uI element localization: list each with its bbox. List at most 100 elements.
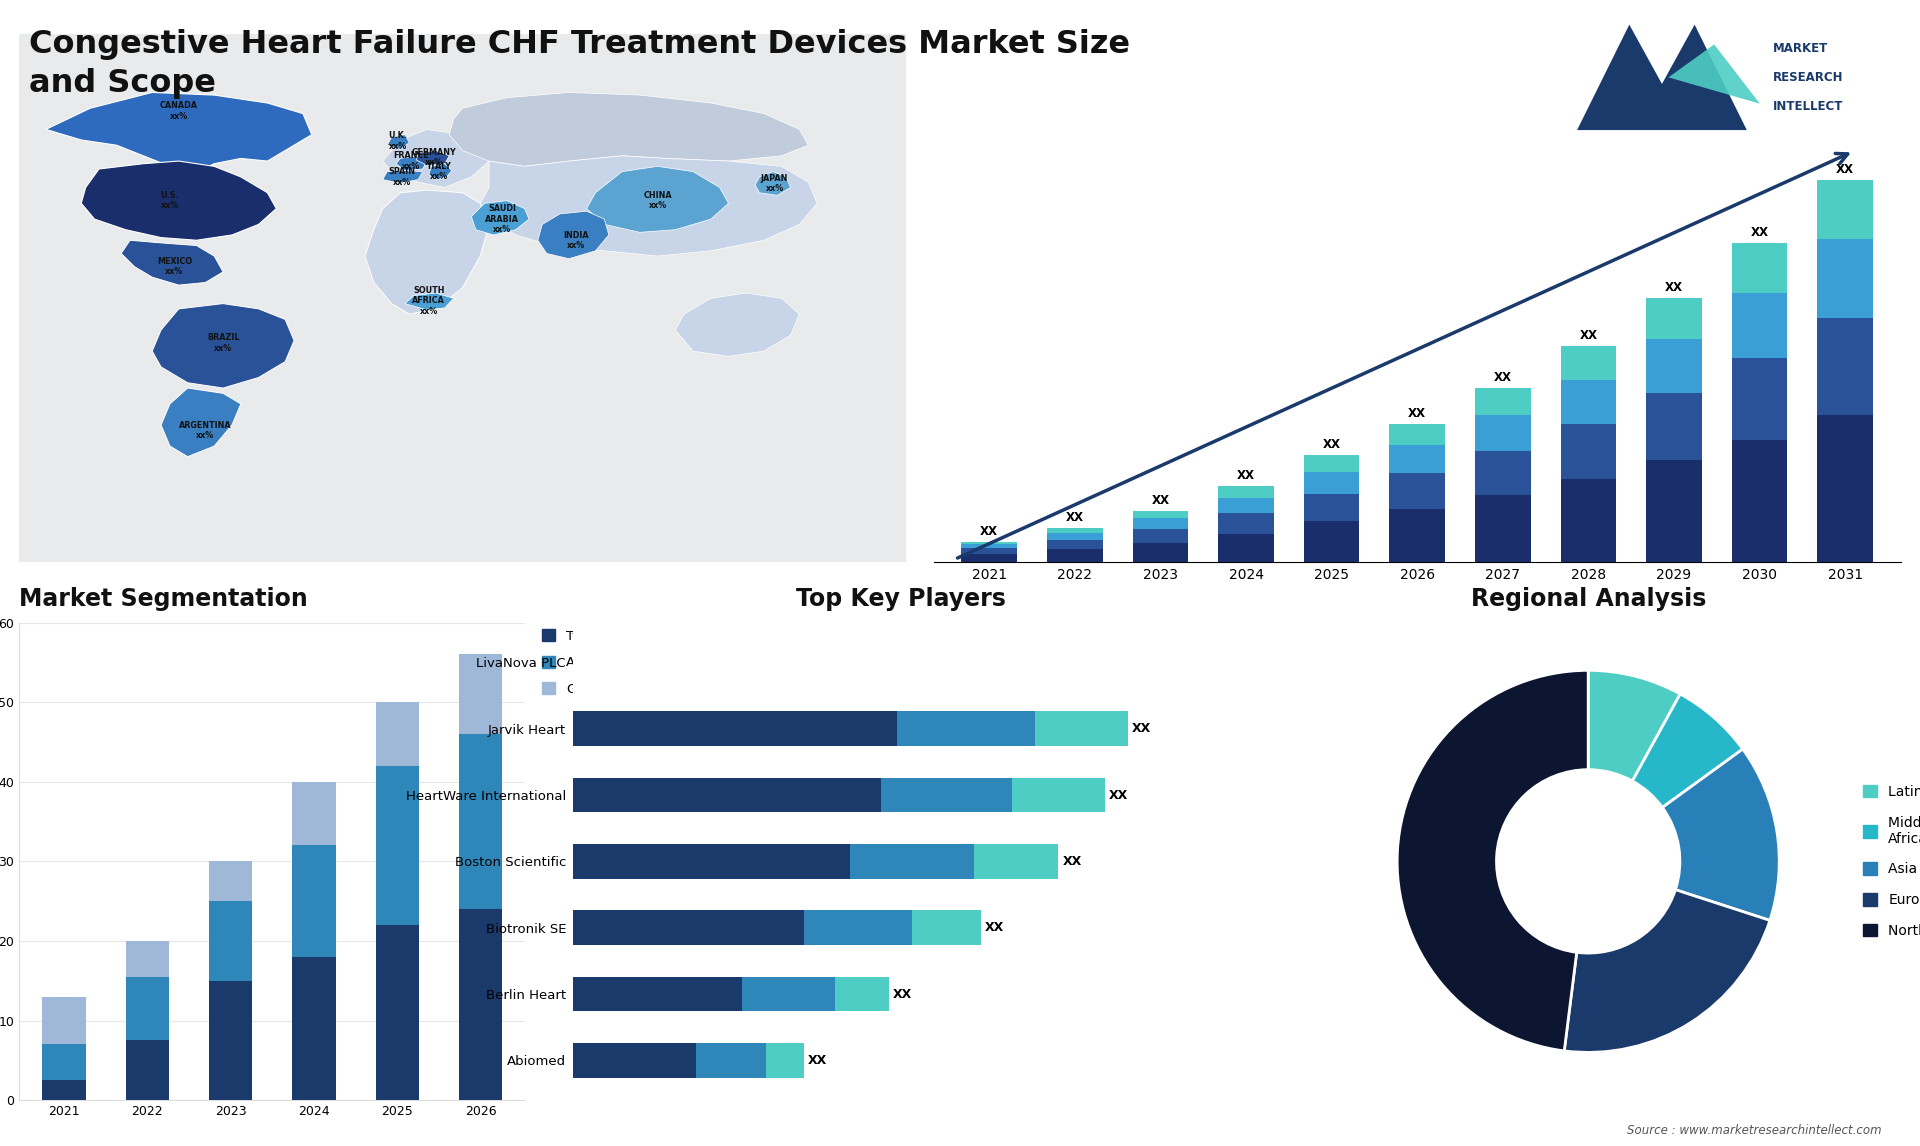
Bar xyxy=(459,654,503,733)
Bar xyxy=(766,1043,804,1077)
Text: XX: XX xyxy=(1066,511,1083,524)
Bar xyxy=(1818,240,1874,317)
Text: XX: XX xyxy=(1108,788,1127,801)
Text: INDIA
xx%: INDIA xx% xyxy=(563,230,589,250)
Bar xyxy=(209,862,252,901)
Wedge shape xyxy=(1398,670,1588,1051)
Bar xyxy=(1046,533,1102,540)
Bar xyxy=(1732,440,1788,563)
Polygon shape xyxy=(428,164,451,180)
Bar xyxy=(125,1041,169,1100)
Text: JAPAN
xx%: JAPAN xx% xyxy=(760,173,789,193)
Bar xyxy=(1390,424,1446,445)
Text: Market Segmentation: Market Segmentation xyxy=(19,587,307,611)
Text: XX: XX xyxy=(1494,370,1511,384)
Polygon shape xyxy=(1668,45,1761,103)
Bar xyxy=(697,1043,766,1077)
Bar xyxy=(125,976,169,1041)
Bar xyxy=(1475,415,1530,450)
Bar xyxy=(1390,509,1446,563)
Bar xyxy=(209,981,252,1100)
Bar xyxy=(1475,450,1530,495)
Text: SOUTH
AFRICA
xx%: SOUTH AFRICA xx% xyxy=(413,286,445,316)
Bar xyxy=(292,957,336,1100)
Text: XX: XX xyxy=(1323,438,1340,452)
Text: ITALY
xx%: ITALY xx% xyxy=(428,162,451,181)
Bar xyxy=(572,910,804,945)
Bar xyxy=(1561,424,1617,479)
Bar xyxy=(1133,528,1188,543)
Polygon shape xyxy=(121,241,223,285)
Bar xyxy=(1732,359,1788,440)
Polygon shape xyxy=(472,201,530,235)
Bar xyxy=(743,976,835,1011)
Text: XX: XX xyxy=(893,988,912,1000)
Bar xyxy=(851,845,973,879)
Text: XX: XX xyxy=(1062,855,1081,868)
Polygon shape xyxy=(161,388,240,456)
Bar xyxy=(1561,346,1617,379)
Bar xyxy=(897,712,1035,746)
Text: U.K.
xx%: U.K. xx% xyxy=(388,132,407,151)
Wedge shape xyxy=(1588,670,1680,782)
Bar xyxy=(962,549,1018,554)
Bar xyxy=(1561,379,1617,424)
Bar xyxy=(962,544,1018,549)
Polygon shape xyxy=(382,129,490,188)
Text: BRAZIL
xx%: BRAZIL xx% xyxy=(207,333,240,353)
Bar xyxy=(1046,540,1102,549)
Polygon shape xyxy=(588,166,728,233)
Bar xyxy=(572,845,851,879)
Bar xyxy=(1035,712,1127,746)
Text: MARKET: MARKET xyxy=(1772,42,1828,55)
Polygon shape xyxy=(152,304,294,388)
Bar xyxy=(804,910,912,945)
Bar xyxy=(1390,473,1446,509)
Text: RESEARCH: RESEARCH xyxy=(1772,71,1843,84)
Bar xyxy=(1645,461,1701,563)
Text: XX: XX xyxy=(1131,722,1150,736)
Bar xyxy=(1475,387,1530,415)
Text: CHINA
xx%: CHINA xx% xyxy=(643,191,672,211)
Polygon shape xyxy=(46,93,311,172)
Text: GERMANY
xx%: GERMANY xx% xyxy=(411,148,457,167)
Legend: Latin America, Middle East &
Africa, Asia Pacific, Europe, North America: Latin America, Middle East & Africa, Asi… xyxy=(1859,779,1920,943)
Bar xyxy=(1012,778,1104,813)
Text: XX: XX xyxy=(1236,470,1256,482)
Bar xyxy=(1304,521,1359,563)
Polygon shape xyxy=(1576,25,1747,131)
Bar xyxy=(292,782,336,846)
Text: SPAIN
xx%: SPAIN xx% xyxy=(388,167,417,187)
Bar xyxy=(125,941,169,976)
Text: FRANCE
xx%: FRANCE xx% xyxy=(394,151,428,171)
Bar xyxy=(962,554,1018,563)
Bar xyxy=(1818,416,1874,563)
Text: XX: XX xyxy=(1152,494,1169,507)
Wedge shape xyxy=(1663,749,1780,920)
Bar xyxy=(572,1043,697,1077)
Polygon shape xyxy=(382,171,422,183)
Polygon shape xyxy=(365,190,490,314)
Polygon shape xyxy=(19,34,906,563)
Bar xyxy=(1732,243,1788,293)
Text: Source : www.marketresearchintellect.com: Source : www.marketresearchintellect.com xyxy=(1626,1124,1882,1137)
Bar xyxy=(42,1081,86,1100)
Bar xyxy=(1133,518,1188,528)
Text: Congestive Heart Failure CHF Treatment Devices Market Size
and Scope: Congestive Heart Failure CHF Treatment D… xyxy=(29,29,1129,99)
Bar xyxy=(42,997,86,1044)
Bar xyxy=(376,766,419,925)
Text: XX: XX xyxy=(985,921,1004,934)
Bar xyxy=(1561,479,1617,563)
Polygon shape xyxy=(388,135,409,149)
Text: XX: XX xyxy=(1836,163,1855,175)
Polygon shape xyxy=(676,293,799,356)
Text: U.S.
xx%: U.S. xx% xyxy=(161,191,179,211)
Polygon shape xyxy=(81,162,276,241)
Bar xyxy=(1732,293,1788,359)
Text: XX: XX xyxy=(808,1054,828,1067)
Bar xyxy=(1133,511,1188,518)
Bar xyxy=(1046,549,1102,563)
Legend: Type, Application, Geography: Type, Application, Geography xyxy=(541,629,641,696)
Text: XX: XX xyxy=(1407,407,1427,419)
Bar xyxy=(572,712,897,746)
